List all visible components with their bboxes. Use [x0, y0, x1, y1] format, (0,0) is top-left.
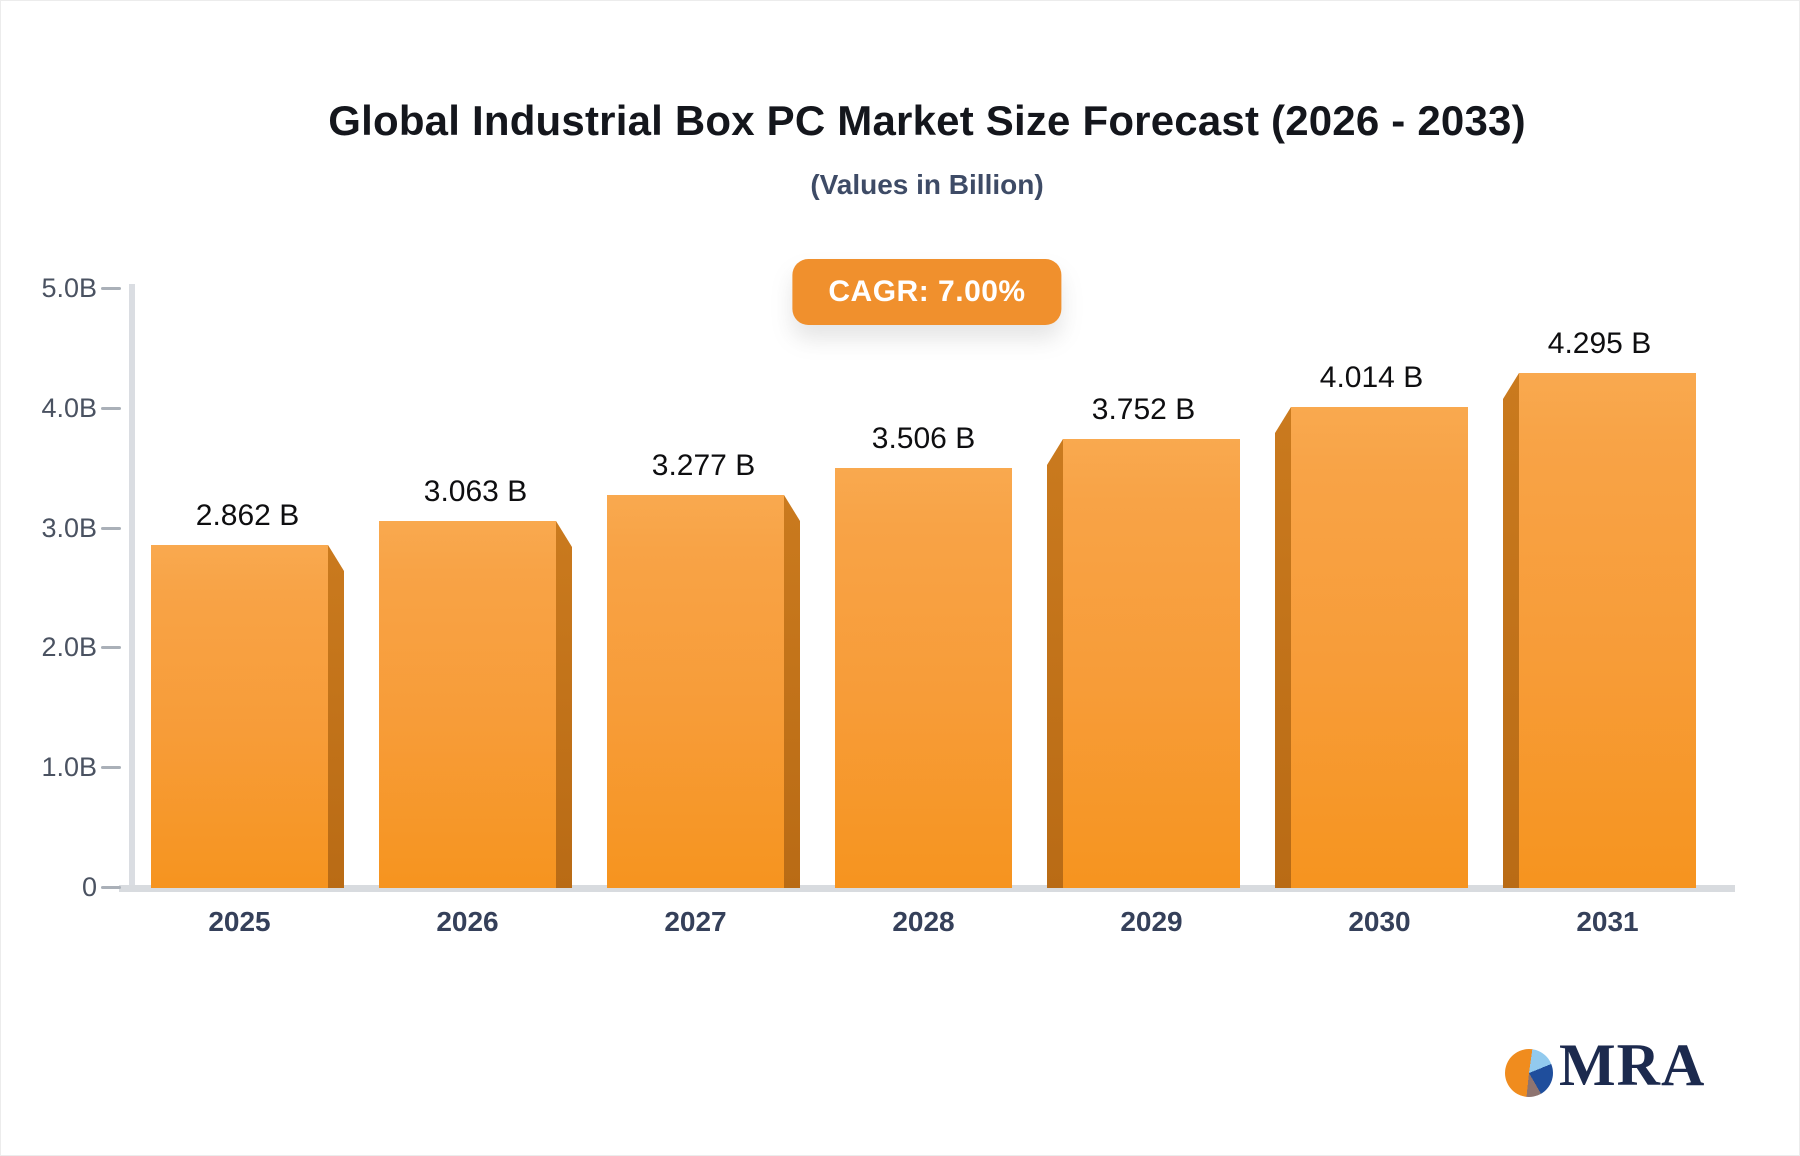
bar-side-face	[1047, 439, 1063, 888]
y-axis-tick-label: 4.0B	[41, 392, 97, 423]
y-axis-tick-label: 1.0B	[41, 752, 97, 783]
y-axis-tick-label: 0	[81, 872, 97, 902]
x-axis-label-2026: 2026	[436, 906, 499, 937]
chart-subtitle: (Values in Billion)	[810, 169, 1044, 200]
bar-2031	[1503, 373, 1696, 888]
bar-2028	[835, 468, 1012, 888]
bar-side-face	[328, 545, 344, 888]
x-axis-label-2025: 2025	[208, 906, 271, 937]
x-axis-label-2027: 2027	[664, 906, 727, 937]
brand-logo-text: MRA	[1559, 1032, 1706, 1098]
y-axis-line	[129, 284, 135, 891]
bar-value-label: 2.862 B	[195, 499, 300, 532]
y-axis-tick-mark	[101, 766, 121, 770]
bar-side-face	[1503, 373, 1519, 888]
x-axis-label-2028: 2028	[892, 906, 955, 937]
chart-title: Global Industrial Box PC Market Size For…	[328, 97, 1526, 144]
bar-2025	[151, 545, 344, 888]
bar-value-label: 3.752 B	[1091, 393, 1196, 426]
bar-value-label: 3.277 B	[651, 449, 756, 482]
y-axis-tick-mark	[101, 406, 121, 410]
brand-logo: MRA	[1505, 1031, 1705, 1100]
y-axis-tick-mark	[101, 287, 121, 290]
bar-value-label: 3.063 B	[423, 475, 528, 508]
bar-side-face	[784, 495, 800, 888]
cagr-badge: CAGR: 7.00%	[792, 259, 1062, 325]
cagr-badge-label: CAGR: 7.00%	[828, 275, 1026, 308]
y-axis-tick-mark	[101, 646, 121, 650]
bar-value-label: 4.014 B	[1319, 361, 1424, 394]
y-axis-tick-mark	[101, 886, 121, 889]
bar-2027	[607, 495, 800, 888]
x-axis-label-2030: 2030	[1348, 906, 1411, 937]
bar-side-face	[556, 521, 572, 888]
y-axis-tick-label: 2.0B	[41, 632, 97, 663]
x-axis-label-2029: 2029	[1120, 906, 1183, 937]
y-axis-tick-label: 5.0B	[41, 273, 97, 303]
pie-chart-icon	[1505, 1048, 1553, 1097]
bar-side-face	[1275, 407, 1291, 888]
x-axis-label-2031: 2031	[1576, 906, 1639, 937]
y-axis-tick-mark	[101, 526, 121, 530]
y-axis-tick-label: 3.0B	[41, 512, 97, 543]
bar-2030	[1275, 407, 1468, 888]
bar-value-label: 3.506 B	[871, 422, 976, 455]
x-axis-line	[119, 885, 1735, 892]
bar-2026	[379, 521, 572, 888]
bar-value-label: 4.295 B	[1547, 327, 1652, 360]
bar-2029	[1047, 439, 1240, 888]
